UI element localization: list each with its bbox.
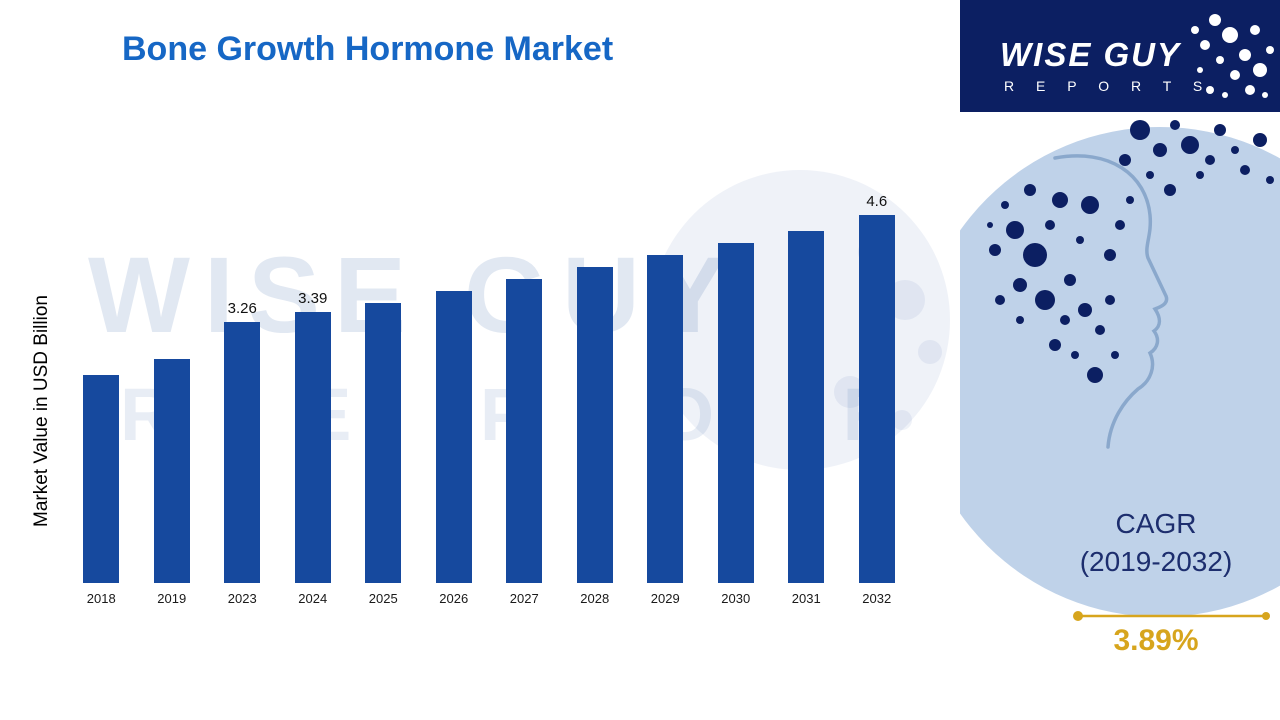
- brand-panel: [960, 0, 1280, 621]
- x-tick-label-2032: 2032: [862, 590, 892, 606]
- x-tick-label-2018: 2018: [86, 590, 116, 606]
- x-tick-label-2024: 2024: [298, 590, 328, 606]
- bar-group-2019: 2019: [137, 163, 208, 613]
- bar-2023: [224, 322, 261, 583]
- bar-group-2029: 2029: [630, 163, 701, 613]
- bar-group-2023: 3.26 2023: [207, 163, 278, 613]
- dots-head-pattern: [987, 120, 1274, 383]
- watermark-line1: WISE GUY: [88, 234, 741, 355]
- bar-2026: [435, 291, 472, 583]
- bar-group-2028: 2028: [560, 163, 631, 613]
- bar-group-2024: 3.39 2024: [278, 163, 349, 613]
- logo-subtext: R E P O R T S: [1004, 78, 1212, 94]
- bar-chart: 2018 2019 3.26 2023 3.39 2024 2025 2026 2027 2028…: [66, 163, 912, 613]
- cagr-label: CAGR: [1115, 508, 1197, 539]
- bar-2030: [717, 243, 754, 583]
- x-tick-label-2029: 2029: [650, 590, 680, 606]
- x-tick-label-2031: 2031: [791, 590, 821, 606]
- bar-2024: [294, 312, 331, 583]
- x-tick-label-2019: 2019: [157, 590, 187, 606]
- x-tick-label-2028: 2028: [580, 590, 610, 606]
- brand-logo: WISE GUY R E P O R T S: [1000, 36, 1211, 94]
- logo-dots-face-icon: [1191, 14, 1274, 98]
- bar-2028: [576, 267, 613, 583]
- cagr-block: CAGR (2019-2032) 3.89%: [1040, 508, 1272, 658]
- x-tick-label-2025: 2025: [368, 590, 398, 606]
- bar-2032: [858, 215, 895, 583]
- bar-group-2018: 2018: [66, 163, 137, 613]
- page-title: Bone Growth Hormone Market: [122, 30, 614, 68]
- cagr-range: (2019-2032): [1079, 546, 1233, 577]
- bar-2018: [83, 375, 120, 583]
- x-tick-label-2026: 2026: [439, 590, 469, 606]
- bar-group-2032: 4.6 2032: [842, 163, 913, 613]
- bar-2025: [365, 303, 402, 583]
- bar-value-label-2024: 3.39: [298, 290, 328, 307]
- bar-value-label-2023: 3.26: [227, 300, 257, 317]
- bar-group-2025: 2025: [348, 163, 419, 613]
- bar-2029: [647, 255, 684, 583]
- bar-group-2031: 2031: [771, 163, 842, 613]
- bar-group-2030: 2030: [701, 163, 772, 613]
- x-tick-label-2027: 2027: [509, 590, 539, 606]
- bar-2027: [506, 279, 543, 583]
- bar-2031: [788, 231, 825, 583]
- x-tick-label-2030: 2030: [721, 590, 751, 606]
- logo-wordmark: WISE GUY: [1000, 36, 1182, 73]
- cagr-value: 3.89%: [1113, 624, 1199, 657]
- cagr-divider-line: [1073, 611, 1270, 621]
- bar-group-2026: 2026: [419, 163, 490, 613]
- bar-group-2027: 2027: [489, 163, 560, 613]
- face-profile-icon: [1053, 154, 1169, 449]
- x-tick-label-2023: 2023: [227, 590, 257, 606]
- bar-2019: [153, 359, 190, 583]
- y-axis-label: Market Value in USD Billion: [31, 295, 52, 527]
- bar-value-label-2032: 4.6: [866, 193, 888, 210]
